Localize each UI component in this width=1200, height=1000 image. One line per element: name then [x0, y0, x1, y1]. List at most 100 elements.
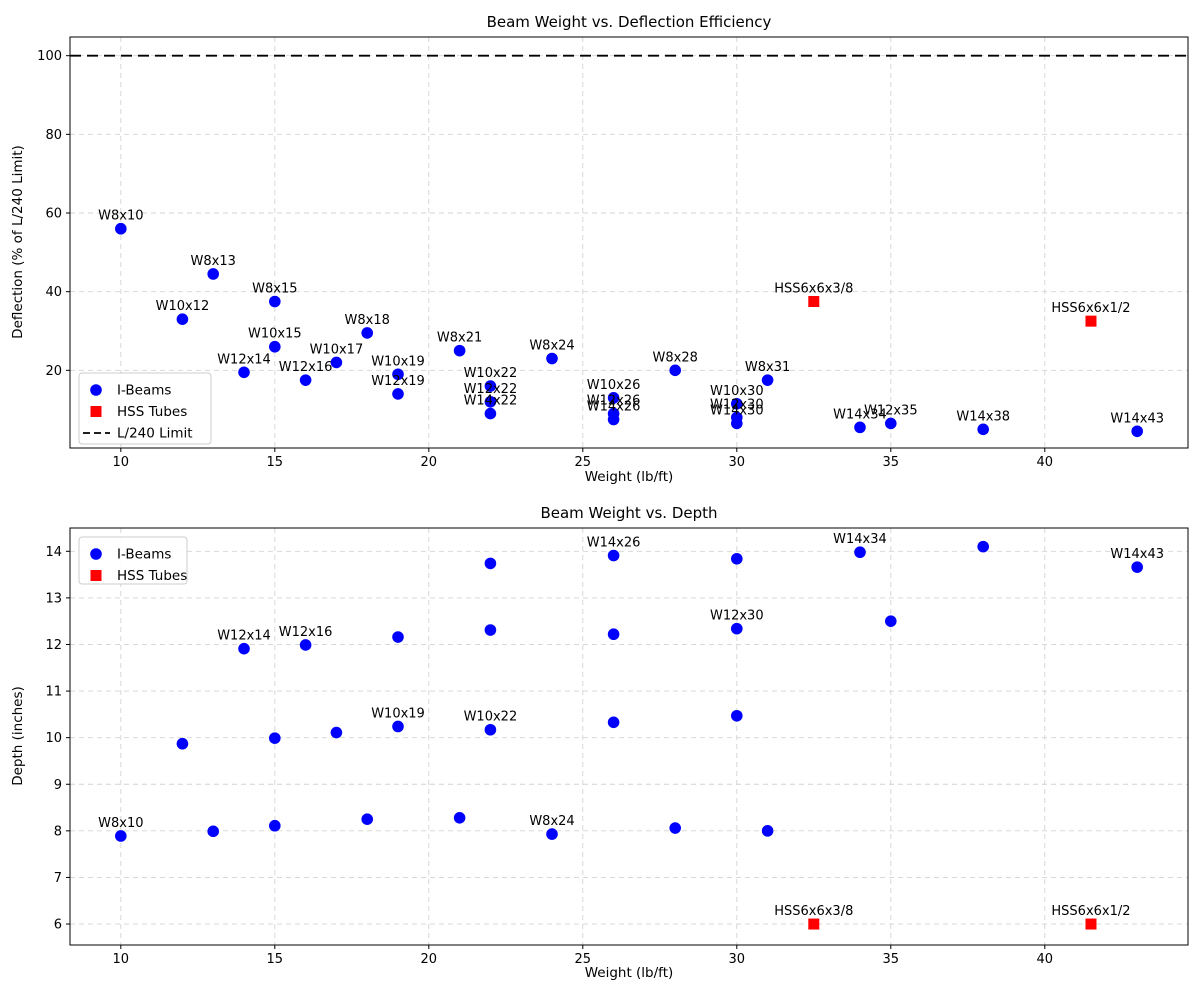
point-W10x30 — [730, 709, 743, 722]
point-label-W14x22: W14x22 — [464, 394, 518, 409]
x-tick-label-30: 30 — [729, 455, 746, 470]
point-W8x24 — [546, 352, 558, 365]
point-label-W8x31: W8x31 — [745, 360, 790, 375]
x-tick-label-20: 20 — [421, 952, 438, 967]
y-tick-label-12: 12 — [45, 638, 62, 653]
point-W8x18 — [361, 327, 374, 339]
legend-marker-I-Beams — [90, 548, 102, 560]
point-label-W10x30: W10x30 — [710, 384, 764, 399]
point-W8x28 — [669, 364, 681, 377]
plot-depth: 10 15 20 25 30 35 40 6 7 8 9 10 11 12 13 14 W8x10 W12x14 W… — [45, 527, 1189, 967]
point-W12x16 — [299, 374, 312, 386]
point-W8x21 — [453, 812, 466, 824]
point-label-W12x16: W12x16 — [279, 625, 333, 640]
y-tick-label-9: 9 — [54, 778, 62, 793]
point-label-W12x19: W12x19 — [371, 374, 425, 389]
point-label-W10x22: W10x22 — [464, 710, 518, 725]
point-W8x13 — [207, 825, 220, 838]
point-label-HSS6x6x1/2: HSS6x6x1/2 — [1051, 904, 1130, 919]
x-tick-label-15: 15 — [267, 952, 284, 967]
y-tick-label-7: 7 — [54, 871, 62, 886]
point-W10x26 — [607, 392, 620, 404]
point-label-W12x35: W12x35 — [864, 403, 918, 418]
point-label-W12x16: W12x16 — [279, 360, 333, 375]
x-tick-label-40: 40 — [1037, 952, 1054, 967]
x-tick-label-35: 35 — [883, 455, 900, 470]
y-tick-label-100: 100 — [37, 49, 62, 64]
point-W8x13 — [207, 268, 220, 280]
point-W10x30 — [730, 397, 743, 410]
point-W8x15 — [269, 819, 281, 832]
point-label-HSS6x6x3/8: HSS6x6x3/8 — [774, 904, 853, 919]
y-tick-label-8: 8 — [54, 824, 62, 839]
point-W14x26 — [607, 549, 620, 562]
plot-border — [69, 527, 1189, 946]
point-W10x12 — [176, 313, 189, 325]
point-label-W14x34: W14x34 — [833, 407, 887, 422]
point-label-W12x30: W12x30 — [710, 398, 764, 413]
x-tick-label-10: 10 — [113, 952, 130, 967]
x-axis-label-deflection: Weight (lb/ft) — [584, 469, 674, 485]
point-W12x19 — [392, 631, 404, 643]
point-label-W8x24: W8x24 — [529, 339, 574, 354]
point-W10x22 — [484, 723, 497, 736]
x-tick-label-15: 15 — [267, 455, 284, 470]
chart-title-depth: Beam Weight vs. Depth — [540, 504, 718, 522]
point-W12x35 — [884, 615, 897, 627]
point-label-W14x26: W14x26 — [587, 399, 641, 414]
point-label-W10x15: W10x15 — [248, 327, 302, 342]
point-label-W8x28: W8x28 — [653, 350, 698, 365]
point-label-W8x24: W8x24 — [529, 814, 574, 829]
plot-deflection: 10 15 20 25 30 35 40 20 40 60 80 100 W8x10 W10x12 W8x1… — [37, 36, 1189, 470]
x-tick-label-25: 25 — [575, 952, 592, 967]
y-tick-label-13: 13 — [45, 591, 62, 606]
x-tick-label-40: 40 — [1037, 455, 1054, 470]
point-label-W10x19: W10x19 — [371, 706, 425, 721]
point-W12x30 — [730, 622, 743, 635]
x-axis-label-depth: Weight (lb/ft) — [584, 965, 674, 981]
point-W8x31 — [761, 825, 774, 837]
point-W8x10 — [115, 222, 127, 235]
point-W8x21 — [453, 344, 466, 357]
point-label-HSS6x6x1/2: HSS6x6x1/2 — [1051, 301, 1130, 316]
legend-label-I-Beams: I-Beams — [117, 547, 171, 563]
point-W8x24 — [546, 828, 558, 840]
point-label-W12x26: W12x26 — [587, 394, 641, 409]
point-label-W10x19: W10x19 — [371, 354, 425, 369]
y-tick-label-20: 20 — [45, 364, 62, 379]
y-tick-label-11: 11 — [45, 685, 62, 700]
y-tick-label-40: 40 — [45, 285, 62, 300]
point-label-W14x34: W14x34 — [833, 532, 887, 547]
point-W14x22 — [484, 407, 497, 420]
legend-label-L/240 Limit: L/240 Limit — [117, 426, 193, 442]
point-HSS6x6x3/8 — [808, 295, 820, 307]
point-label-W8x13: W8x13 — [191, 254, 236, 269]
legend-marker-I-Beams — [90, 384, 102, 396]
point-W12x14 — [238, 642, 250, 655]
point-W12x22 — [484, 624, 497, 636]
point-label-W10x22: W10x22 — [464, 366, 518, 381]
legend-label-HSS Tubes: HSS Tubes — [117, 568, 187, 584]
point-W12x16 — [299, 639, 312, 651]
point-W10x15 — [269, 732, 281, 744]
point-label-W12x30: W12x30 — [710, 609, 764, 624]
chart-title-deflection: Beam Weight vs. Deflection Efficiency — [486, 13, 772, 31]
point-W12x26 — [607, 628, 620, 641]
point-label-W12x22: W12x22 — [464, 382, 518, 397]
point-label-W8x10: W8x10 — [98, 816, 143, 831]
point-label-W10x17: W10x17 — [310, 342, 364, 357]
x-tick-label-30: 30 — [729, 952, 746, 967]
point-label-W10x26: W10x26 — [587, 378, 641, 393]
point-W14x34 — [854, 546, 866, 559]
point-W14x38 — [977, 423, 989, 436]
point-W8x18 — [361, 813, 374, 826]
legend-box — [78, 372, 212, 445]
point-label-W14x43: W14x43 — [1110, 547, 1164, 562]
legend-marker-HSS Tubes — [90, 570, 102, 581]
point-W10x17 — [330, 726, 343, 739]
y-tick-label-14: 14 — [45, 545, 62, 560]
x-tick-label-35: 35 — [883, 952, 900, 967]
point-W12x22 — [484, 395, 497, 408]
point-W14x38 — [977, 540, 989, 553]
